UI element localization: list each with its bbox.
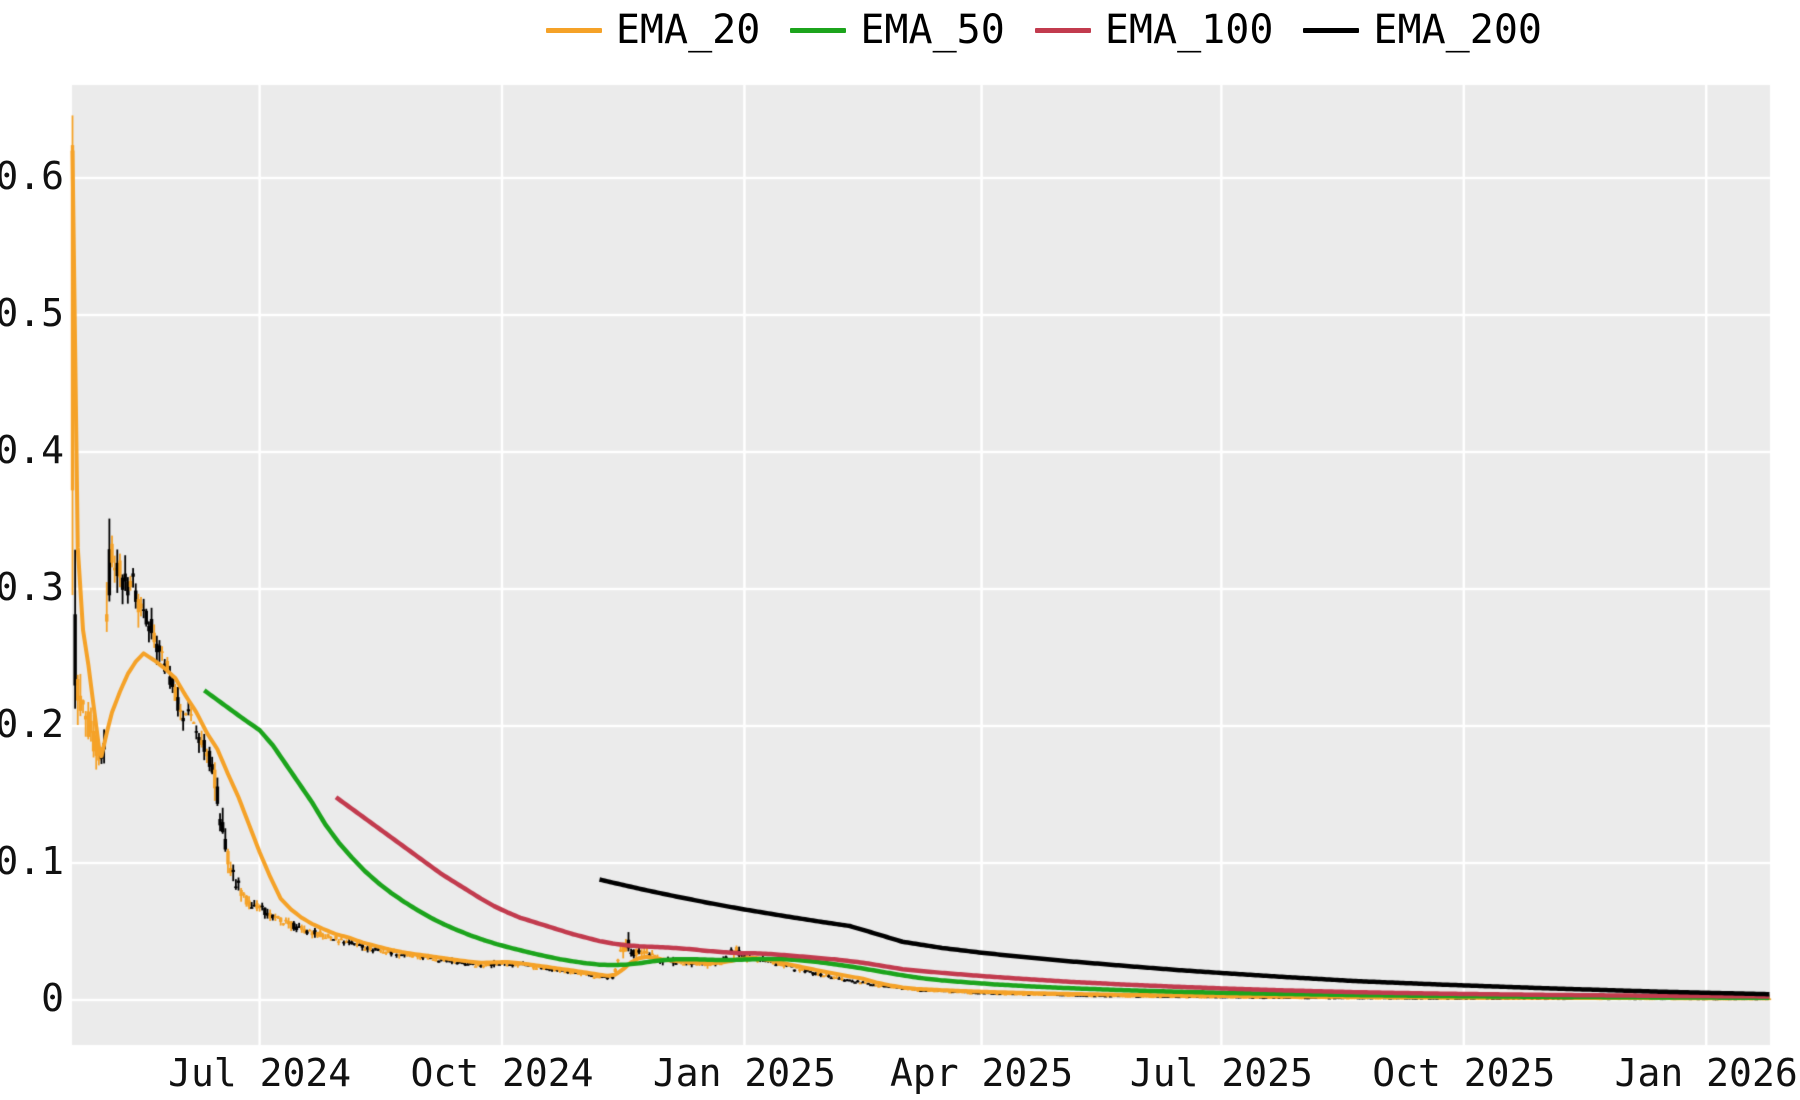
- x-tick-label: Jan 2025: [652, 1051, 836, 1095]
- legend: EMA_20 EMA_50 EMA_100 EMA_200: [545, 7, 1542, 53]
- y-tick-label: 0.5: [0, 291, 64, 336]
- y-tick-label: 0: [41, 976, 64, 1021]
- ema-20-line-swatch: [545, 27, 602, 33]
- y-tick-label: 0.2: [0, 702, 64, 747]
- legend-item-ema-50: EMA_50: [790, 10, 1005, 50]
- legend-item-ema-200: EMA_200: [1303, 10, 1542, 50]
- legend-label-ema-100: EMA_100: [1104, 7, 1274, 53]
- x-tick-label: Oct 2024: [410, 1051, 594, 1095]
- ema-200-line-swatch: [1303, 27, 1360, 33]
- y-tick-label: 0.3: [0, 565, 64, 610]
- x-tick-label: Jul 2025: [1129, 1051, 1313, 1095]
- x-tick-label: Jul 2024: [168, 1051, 352, 1095]
- y-tick-label: 0.6: [0, 154, 64, 199]
- legend-label-ema-200: EMA_200: [1373, 7, 1542, 53]
- x-tick-label: Jan 2026: [1614, 1051, 1798, 1095]
- legend-label-ema-20: EMA_20: [615, 7, 761, 53]
- legend-item-ema-100: EMA_100: [1034, 7, 1274, 53]
- y-tick-label: 0.4: [0, 428, 64, 473]
- y-tick-label: 0.1: [0, 839, 64, 884]
- x-tick-label: Apr 2025: [890, 1051, 1074, 1095]
- legend-label-ema-50: EMA_50: [860, 7, 1005, 53]
- ema-100-line-swatch: [1034, 27, 1091, 33]
- legend-item-ema-20: EMA_20: [545, 7, 761, 53]
- x-tick-label: Oct 2025: [1372, 1051, 1556, 1095]
- ema-50-line-swatch: [790, 27, 847, 33]
